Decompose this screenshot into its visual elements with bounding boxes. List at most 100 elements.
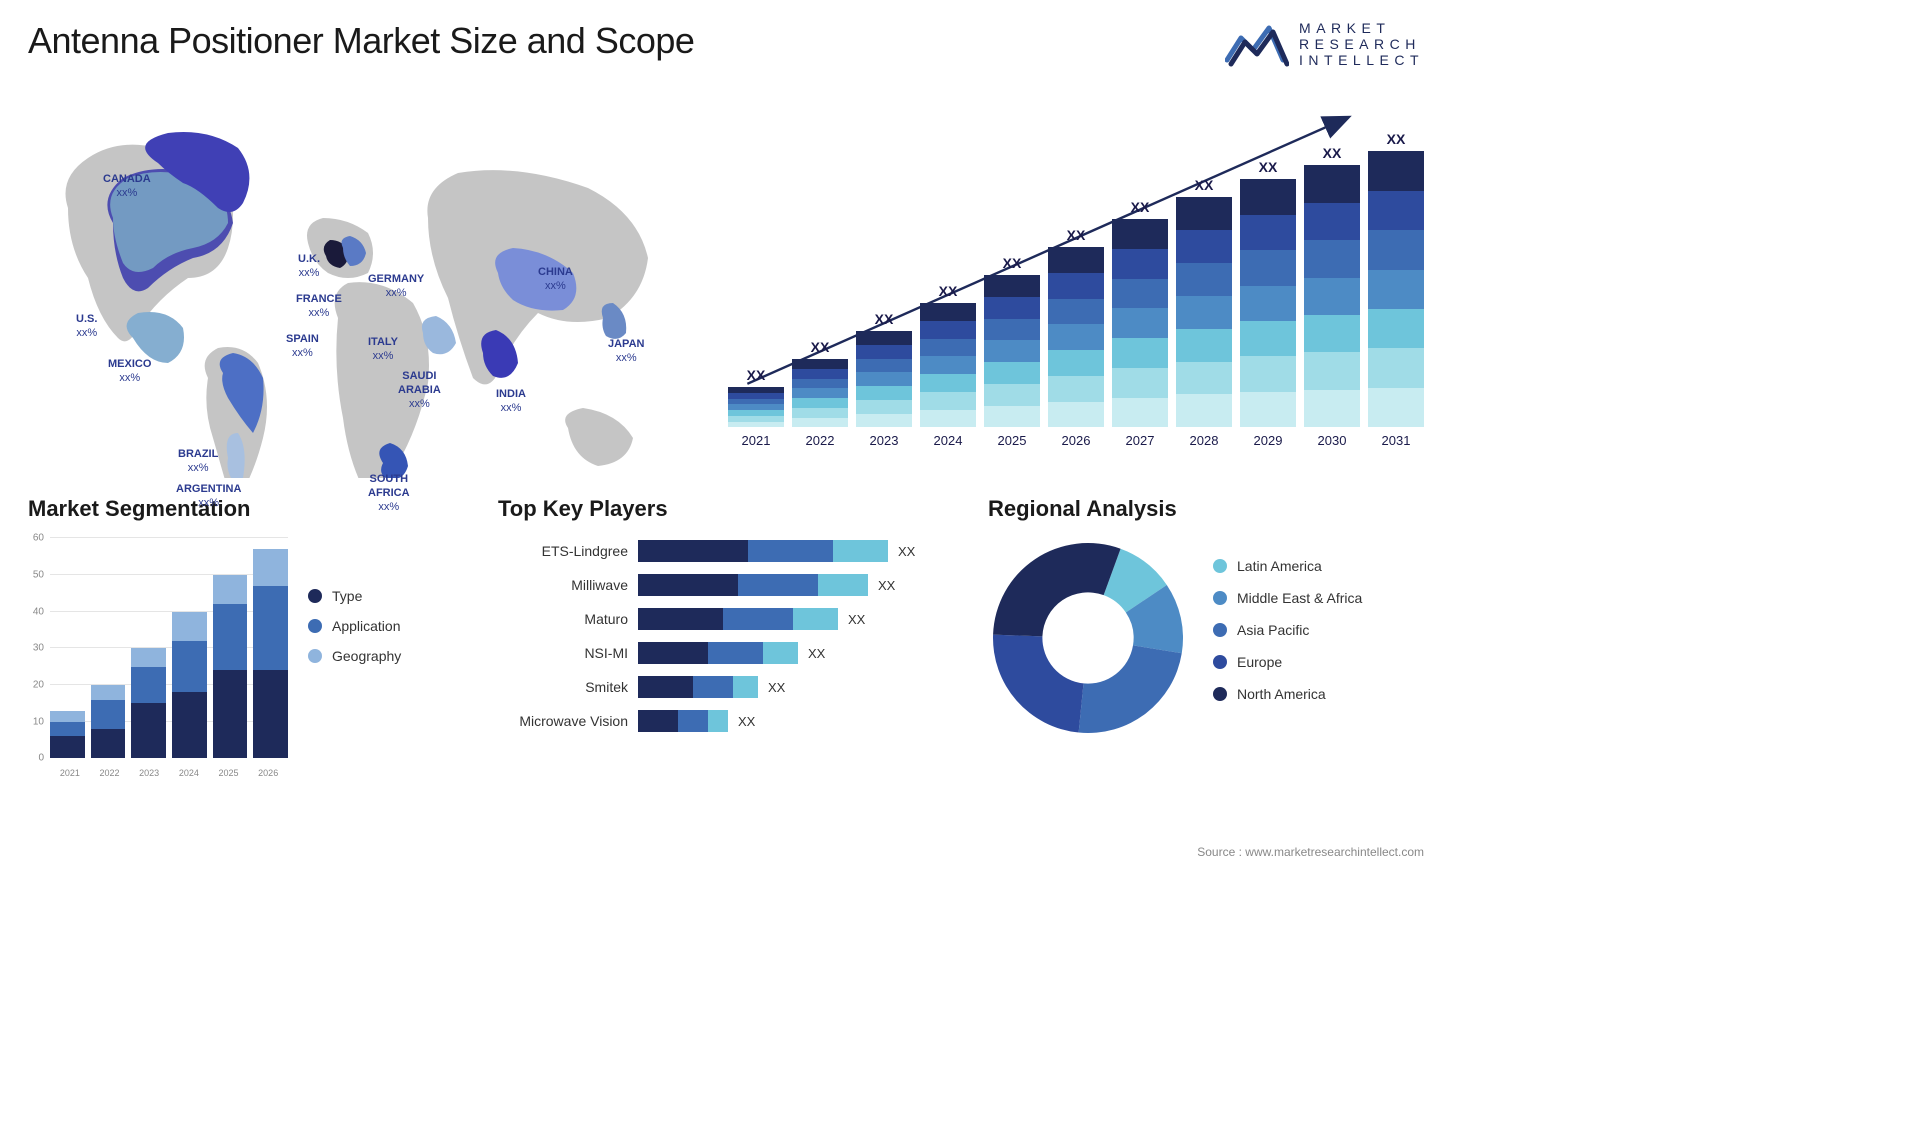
- player-value-label: XX: [878, 578, 895, 593]
- growth-year-label: 2021: [742, 433, 771, 448]
- map-country-label: SOUTHAFRICAxx%: [368, 473, 410, 514]
- segmentation-chart: 0102030405060 202120222023202420252026: [28, 538, 288, 778]
- segmentation-legend: Type Application Geography: [308, 538, 468, 778]
- seg-y-tick: 50: [33, 569, 44, 580]
- player-value-label: XX: [898, 544, 915, 559]
- growth-year-column: XX2031: [1368, 131, 1424, 448]
- map-country-label: U.S.xx%: [76, 313, 97, 341]
- player-value-label: XX: [768, 680, 785, 695]
- player-value-label: XX: [808, 646, 825, 661]
- growth-year-label: 2029: [1254, 433, 1283, 448]
- map-country-label: SPAINxx%: [286, 333, 319, 361]
- world-map-svg: [28, 78, 698, 478]
- growth-year-column: XX 2029: [1240, 159, 1296, 448]
- player-name-label: Maturo: [498, 611, 638, 627]
- growth-year-label: 2026: [1062, 433, 1091, 448]
- seg-year-column: [50, 711, 85, 759]
- seg-y-tick: 40: [33, 606, 44, 617]
- growth-value-label: XX: [1259, 159, 1278, 175]
- regional-legend-item: North America: [1213, 686, 1424, 702]
- seg-y-tick: 20: [33, 679, 44, 690]
- map-country-label: MEXICOxx%: [108, 358, 151, 386]
- seg-legend-item: Type: [308, 588, 468, 604]
- seg-x-tick: 2023: [129, 768, 169, 778]
- map-country-label: CANADAxx%: [103, 173, 151, 201]
- regional-legend-item: Latin America: [1213, 558, 1424, 574]
- regional-donut-chart: [988, 538, 1188, 738]
- growth-value-label: XX: [875, 311, 894, 327]
- player-name-label: ETS-Lindgree: [498, 543, 638, 559]
- seg-legend-item: Geography: [308, 648, 468, 664]
- growth-forecast-chart: XX2021XX2022XX2023XX2024XX2025XX2026XX20…: [728, 78, 1424, 478]
- player-value-label: XX: [848, 612, 865, 627]
- regional-legend-item: Middle East & Africa: [1213, 590, 1424, 606]
- regional-legend-item: Asia Pacific: [1213, 622, 1424, 638]
- player-name-label: Microwave Vision: [498, 713, 638, 729]
- map-country-label: INDIAxx%: [496, 388, 526, 416]
- growth-year-label: 2028: [1190, 433, 1219, 448]
- player-name-label: Milliwave: [498, 577, 638, 593]
- player-row: Maturo XX: [498, 606, 958, 632]
- seg-y-tick: 10: [33, 716, 44, 727]
- player-row: Microwave Vision XX: [498, 708, 958, 734]
- map-country-label: U.K.xx%: [298, 253, 320, 281]
- growth-value-label: XX: [939, 283, 958, 299]
- growth-year-column: XX 2028: [1176, 177, 1232, 448]
- map-country-label: BRAZILxx%: [178, 448, 218, 476]
- player-row: Milliwave XX: [498, 572, 958, 598]
- growth-year-label: 2023: [870, 433, 899, 448]
- regional-title: Regional Analysis: [988, 496, 1424, 522]
- seg-year-column: [213, 575, 248, 758]
- seg-y-tick: 0: [38, 753, 44, 764]
- donut-slice: [993, 543, 1121, 636]
- world-map: CANADAxx%U.S.xx%MEXICOxx%BRAZILxx%ARGENT…: [28, 78, 698, 478]
- map-country-label: FRANCExx%: [296, 293, 342, 321]
- growth-year-column: XX 2023: [856, 311, 912, 448]
- map-country-label: JAPANxx%: [608, 338, 644, 366]
- growth-year-column: XX 2024: [920, 283, 976, 448]
- growth-year-label: 2030: [1318, 433, 1347, 448]
- seg-year-column: [131, 648, 166, 758]
- seg-year-column: [91, 685, 126, 758]
- seg-x-tick: 2021: [50, 768, 90, 778]
- player-value-label: XX: [738, 714, 755, 729]
- seg-year-column: [253, 549, 288, 758]
- map-country-label: ARGENTINAxx%: [176, 483, 241, 511]
- growth-value-label: XX: [1195, 177, 1214, 193]
- regional-legend: Latin America Middle East & Africa Asia Pa…: [1213, 558, 1424, 718]
- growth-year-label: 2025: [998, 433, 1027, 448]
- growth-year-label: 2027: [1126, 433, 1155, 448]
- player-name-label: NSI-MI: [498, 645, 638, 661]
- growth-value-label: XX: [811, 339, 830, 355]
- player-row: NSI-MI XX: [498, 640, 958, 666]
- donut-slice: [1079, 646, 1182, 734]
- seg-legend-item: Application: [308, 618, 468, 634]
- growth-year-column: XX2027: [1112, 199, 1168, 448]
- seg-x-tick: 2025: [209, 768, 249, 778]
- growth-year-column: XX 2021: [728, 367, 784, 448]
- map-country-label: ITALYxx%: [368, 336, 398, 364]
- growth-year-column: XX 2025: [984, 255, 1040, 448]
- donut-slice: [993, 635, 1084, 733]
- logo-text-1: MARKET: [1299, 20, 1424, 36]
- growth-year-column: XX 2026: [1048, 227, 1104, 448]
- growth-year-column: XX 2022: [792, 339, 848, 448]
- growth-year-label: 2022: [806, 433, 835, 448]
- seg-year-column: [172, 612, 207, 759]
- players-chart: ETS-Lindgree XX Milliwave XX Maturo XX NSI-MI X…: [498, 538, 958, 734]
- growth-value-label: XX: [1003, 255, 1022, 271]
- growth-value-label: XX: [747, 367, 766, 383]
- seg-x-tick: 2022: [90, 768, 130, 778]
- page-title: Antenna Positioner Market Size and Scope: [28, 20, 694, 62]
- growth-value-label: XX: [1067, 227, 1086, 243]
- logo-text-2: RESEARCH: [1299, 36, 1424, 52]
- growth-year-label: 2024: [934, 433, 963, 448]
- growth-value-label: XX: [1323, 145, 1342, 161]
- growth-year-column: XX 2030: [1304, 145, 1360, 448]
- source-attribution: Source : www.marketresearchintellect.com: [1197, 845, 1424, 859]
- players-title: Top Key Players: [498, 496, 958, 522]
- map-country-label: CHINAxx%: [538, 266, 573, 294]
- map-country-label: SAUDIARABIAxx%: [398, 370, 441, 411]
- seg-y-tick: 30: [33, 643, 44, 654]
- seg-x-tick: 2026: [248, 768, 288, 778]
